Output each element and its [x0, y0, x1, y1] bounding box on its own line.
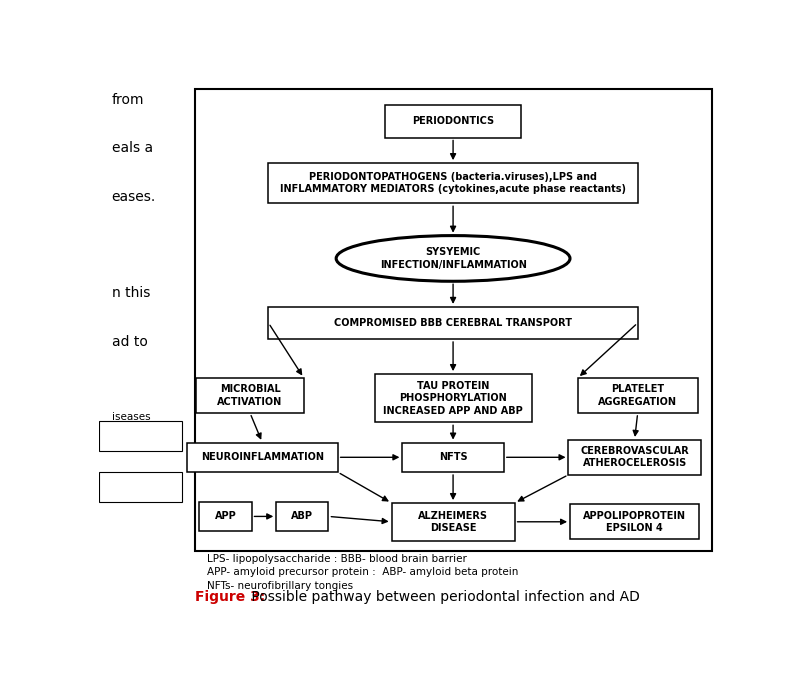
Text: TAU PROTEIN
PHOSPHORYLATION
INCREASED APP AND ABP: TAU PROTEIN PHOSPHORYLATION INCREASED AP…: [384, 381, 523, 415]
FancyBboxPatch shape: [276, 502, 329, 531]
Text: NFTS: NFTS: [439, 452, 468, 462]
FancyBboxPatch shape: [268, 163, 638, 203]
FancyBboxPatch shape: [570, 505, 700, 540]
Text: NFTs- neurofibrillary tongies: NFTs- neurofibrillary tongies: [207, 581, 353, 591]
FancyBboxPatch shape: [195, 89, 711, 551]
Text: APP: APP: [214, 512, 237, 521]
Text: eases.: eases.: [111, 190, 156, 204]
Text: from: from: [111, 93, 144, 107]
Ellipse shape: [336, 236, 570, 281]
Text: iseases: iseases: [111, 412, 150, 422]
Text: ad to: ad to: [111, 335, 148, 349]
Text: ABP: ABP: [291, 512, 314, 521]
Text: PERIODONTOPATHOGENS (bacteria.viruses),LPS and
INFLAMMATORY MEDIATORS (cytokines: PERIODONTOPATHOGENS (bacteria.viruses),L…: [280, 172, 626, 194]
Text: eals a: eals a: [111, 141, 152, 155]
FancyBboxPatch shape: [375, 374, 531, 422]
Text: ALZHEIMERS
DISEASE: ALZHEIMERS DISEASE: [418, 511, 488, 533]
FancyBboxPatch shape: [196, 378, 304, 413]
Text: PERIODONTICS: PERIODONTICS: [412, 117, 494, 126]
Text: imer: imer: [111, 474, 136, 484]
Text: SYSYEMIC
INFECTION/INFLAMMATION: SYSYEMIC INFECTION/INFLAMMATION: [380, 247, 526, 269]
FancyBboxPatch shape: [99, 472, 183, 502]
FancyBboxPatch shape: [403, 443, 504, 472]
Text: APPOLIPOPROTEIN
EPSILON 4: APPOLIPOPROTEIN EPSILON 4: [583, 511, 686, 533]
FancyBboxPatch shape: [99, 421, 183, 451]
Text: APP- amyloid precursor protein :  ABP- amyloid beta protein: APP- amyloid precursor protein : ABP- am…: [207, 567, 518, 577]
FancyBboxPatch shape: [199, 502, 252, 531]
Text: NEUROINFLAMMATION: NEUROINFLAMMATION: [201, 452, 324, 462]
FancyBboxPatch shape: [268, 307, 638, 339]
Text: LPS- lipopolysaccharide : BBB- blood brain barrier: LPS- lipopolysaccharide : BBB- blood bra…: [207, 554, 467, 564]
Text: CEREBROVASCULAR
ATHEROCELEROSIS: CEREBROVASCULAR ATHEROCELEROSIS: [580, 446, 689, 468]
Text: Possible pathway between periodontal infection and AD: Possible pathway between periodontal inf…: [247, 590, 640, 604]
Text: MICROBIAL
ACTIVATION: MICROBIAL ACTIVATION: [218, 385, 283, 407]
FancyBboxPatch shape: [391, 503, 515, 540]
FancyBboxPatch shape: [187, 443, 337, 472]
FancyBboxPatch shape: [578, 378, 698, 413]
Text: n this: n this: [111, 286, 150, 300]
Text: Figure 3:: Figure 3:: [195, 590, 265, 604]
FancyBboxPatch shape: [385, 105, 521, 138]
Text: PLATELET
AGGREGATION: PLATELET AGGREGATION: [598, 385, 677, 407]
FancyBboxPatch shape: [569, 440, 701, 475]
Text: COMPROMISED BBB CEREBRAL TRANSPORT: COMPROMISED BBB CEREBRAL TRANSPORT: [334, 318, 572, 328]
